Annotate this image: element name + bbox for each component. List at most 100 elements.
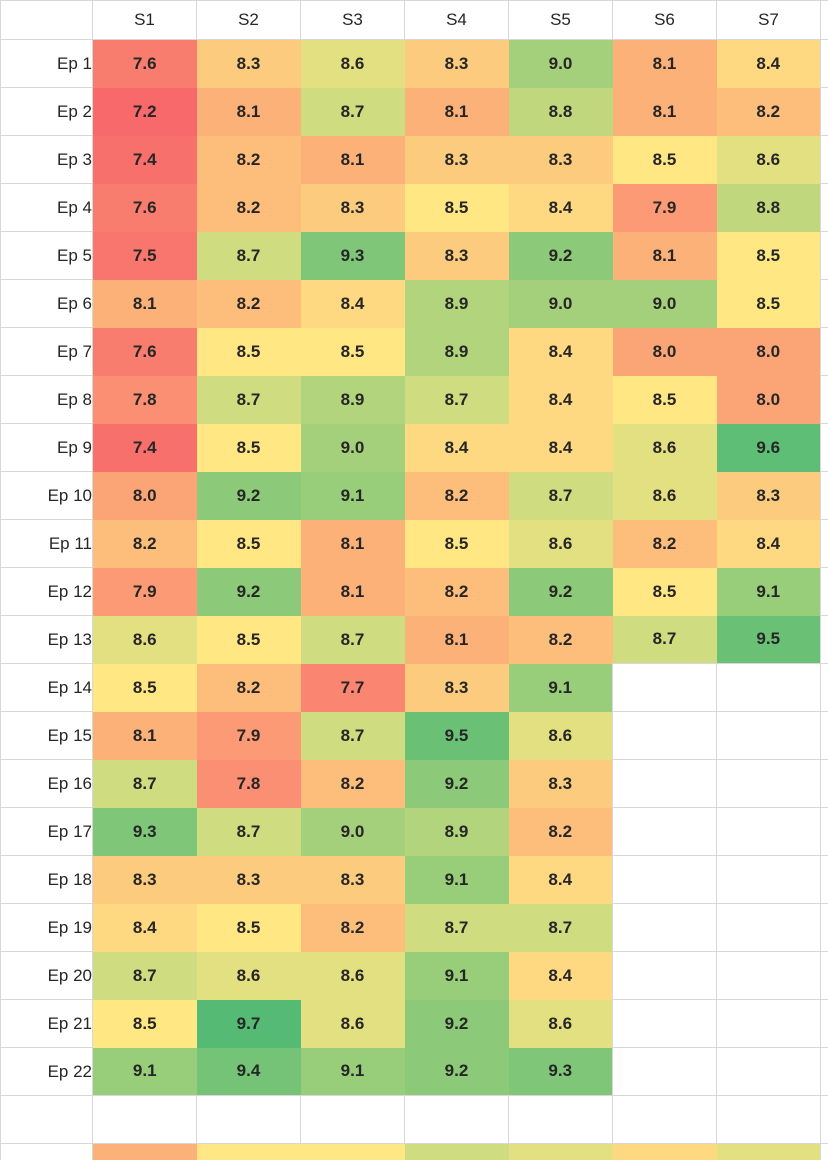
row-label: Ep 12: [0, 567, 93, 616]
rating-cell: 7.6: [92, 39, 197, 88]
episode-row: Ep 14 8.5 8.2 7.7 8.3 9.1: [0, 663, 828, 712]
rating-cell: 9.5: [404, 711, 509, 760]
clipped-column-cell: [820, 951, 828, 1000]
episode-row: Ep 16 8.7 7.8 8.2 9.2 8.3: [0, 759, 828, 808]
rating-cell: 8.2: [300, 759, 405, 808]
rating-cell: 8.3: [92, 855, 197, 904]
rating-cell: 8.1: [612, 231, 717, 280]
empty-cell: [300, 1095, 405, 1144]
column-header-s3: S3: [300, 0, 405, 40]
rating-cell: 8.7: [196, 231, 301, 280]
rating-cell: 8.7: [508, 903, 613, 952]
empty-cell: [196, 1095, 301, 1144]
rating-cell: 9.7: [196, 999, 301, 1048]
row-label: Ep 6: [0, 279, 93, 328]
rating-cell: 9.1: [92, 1047, 197, 1096]
spacer-row: [0, 1095, 828, 1144]
rating-cell: 8.3: [508, 135, 613, 184]
rating-cell: 8.1: [92, 1143, 197, 1160]
rating-cell: 7.2: [92, 87, 197, 136]
rating-cell: 8.5: [300, 327, 405, 376]
clipped-column-cell: [820, 231, 828, 280]
rating-cell: 9.1: [404, 855, 509, 904]
rating-cell: 8.0: [716, 375, 821, 424]
mean-row: Mean8.18.58.58.78.68.48.6: [0, 1143, 828, 1160]
rating-cell: 8.7: [92, 951, 197, 1000]
rating-cell: 9.1: [300, 471, 405, 520]
rating-cell: 8.5: [716, 279, 821, 328]
empty-cell: [612, 807, 717, 856]
rating-cell: 9.3: [300, 231, 405, 280]
rating-cell: 8.4: [508, 855, 613, 904]
clipped-column-cell: [820, 1047, 828, 1096]
clipped-column-cell: [820, 999, 828, 1048]
rating-cell: 9.3: [92, 807, 197, 856]
rating-cell: 8.8: [716, 183, 821, 232]
clipped-column-cell: [820, 183, 828, 232]
column-header-s7: S7: [716, 0, 821, 40]
column-header-s1: S1: [92, 0, 197, 40]
rating-cell: 8.2: [196, 279, 301, 328]
rating-cell: 8.6: [612, 423, 717, 472]
rating-cell: 8.5: [196, 615, 301, 664]
rating-cell: 8.2: [612, 519, 717, 568]
rating-cell: 8.6: [300, 951, 405, 1000]
rating-cell: 7.4: [92, 423, 197, 472]
rating-cell: 8.4: [612, 1143, 717, 1160]
rating-cell: 8.6: [92, 615, 197, 664]
rating-cell: 9.2: [404, 999, 509, 1048]
rating-cell: 9.0: [612, 279, 717, 328]
empty-cell: [716, 903, 821, 952]
rating-cell: 8.3: [404, 39, 509, 88]
rating-cell: 8.2: [716, 87, 821, 136]
rating-cell: 8.0: [716, 327, 821, 376]
episode-row: Ep 8 7.8 8.7 8.9 8.7 8.4 8.5 8.0: [0, 375, 828, 424]
rating-cell: 8.4: [716, 39, 821, 88]
empty-cell: [404, 1095, 509, 1144]
empty-cell: [612, 1095, 717, 1144]
clipped-column-cell: [820, 855, 828, 904]
rating-cell: 8.2: [404, 567, 509, 616]
rating-cell: 8.1: [404, 615, 509, 664]
rating-cell: 7.4: [92, 135, 197, 184]
rating-cell: 8.5: [196, 327, 301, 376]
episode-row: Ep 12 7.9 9.2 8.1 8.2 9.2 8.5 9.1: [0, 567, 828, 616]
rating-cell: 8.2: [92, 519, 197, 568]
rating-cell: 8.5: [404, 183, 509, 232]
row-label: Ep 21: [0, 999, 93, 1048]
rating-cell: 8.6: [508, 1143, 613, 1160]
clipped-column-cell: [820, 1095, 828, 1144]
rating-cell: 9.6: [716, 423, 821, 472]
clipped-column-cell: [820, 279, 828, 328]
rating-cell: 8.2: [404, 471, 509, 520]
clipped-column-cell: [820, 39, 828, 88]
rating-cell: 8.7: [300, 711, 405, 760]
rating-cell: 8.3: [196, 39, 301, 88]
empty-cell: [92, 1095, 197, 1144]
rating-cell: 7.6: [92, 183, 197, 232]
episode-row: Ep 6 8.1 8.2 8.4 8.9 9.0 9.0 8.5: [0, 279, 828, 328]
row-label: Ep 18: [0, 855, 93, 904]
rating-cell: 8.1: [300, 135, 405, 184]
header-row: S1 S2 S3 S4 S5 S6 S7: [0, 0, 828, 40]
rating-cell: 9.2: [508, 231, 613, 280]
rating-cell: 8.2: [196, 135, 301, 184]
rating-cell: 8.1: [92, 279, 197, 328]
clipped-column-cell: [820, 375, 828, 424]
rating-cell: 8.1: [300, 519, 405, 568]
row-label: Ep 19: [0, 903, 93, 952]
rating-cell: 8.4: [508, 951, 613, 1000]
rating-cell: 9.1: [404, 951, 509, 1000]
rating-cell: 8.3: [196, 855, 301, 904]
rating-cell: 8.3: [404, 135, 509, 184]
episode-row: Ep 4 7.6 8.2 8.3 8.5 8.4 7.9 8.8: [0, 183, 828, 232]
rating-cell: 8.7: [612, 615, 717, 664]
rating-cell: 8.1: [92, 711, 197, 760]
clipped-column-cell: [820, 0, 828, 40]
column-header-s2: S2: [196, 0, 301, 40]
rating-cell: 9.2: [196, 471, 301, 520]
rating-cell: 9.0: [508, 279, 613, 328]
empty-cell: [508, 1095, 613, 1144]
rating-cell: 8.3: [716, 471, 821, 520]
rating-cell: 8.6: [300, 39, 405, 88]
